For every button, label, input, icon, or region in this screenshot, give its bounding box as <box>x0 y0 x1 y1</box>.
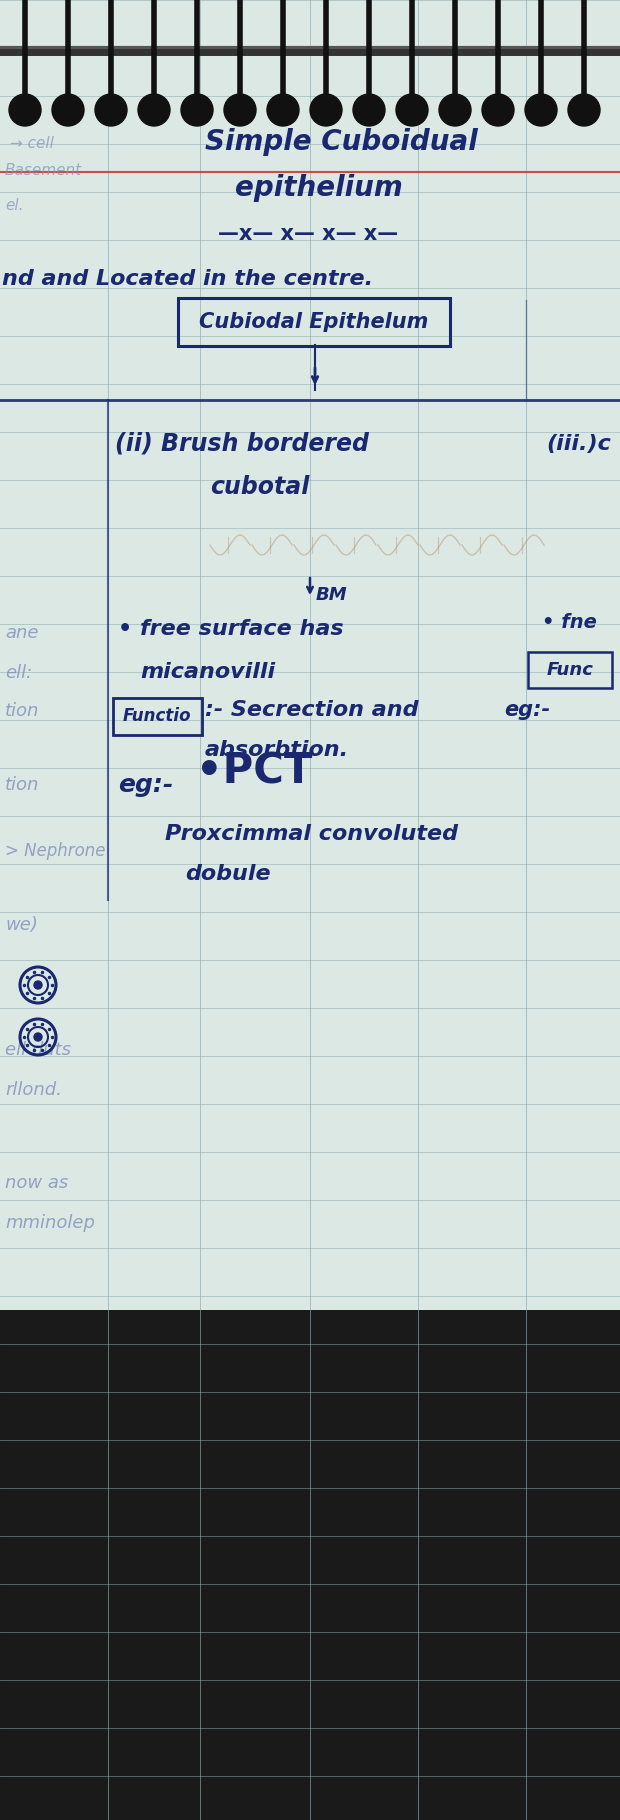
Text: Func: Func <box>547 661 593 679</box>
Circle shape <box>525 95 557 126</box>
Circle shape <box>267 95 299 126</box>
Text: ane: ane <box>5 624 38 642</box>
Text: • fne: • fne <box>542 613 597 632</box>
Circle shape <box>181 95 213 126</box>
Text: :- Secrection and: :- Secrection and <box>205 701 418 721</box>
Text: Simple Cuboidual: Simple Cuboidual <box>205 127 478 157</box>
Text: Functio: Functio <box>123 706 191 724</box>
Circle shape <box>439 95 471 126</box>
Text: el.: el. <box>5 198 24 213</box>
Circle shape <box>482 95 514 126</box>
Text: mminolep: mminolep <box>5 1214 95 1232</box>
Text: •PCT: •PCT <box>196 752 312 794</box>
FancyBboxPatch shape <box>0 1310 620 1820</box>
Text: > Nephrone: > Nephrone <box>5 843 105 861</box>
Text: eg:-: eg:- <box>118 774 173 797</box>
Text: dobule: dobule <box>185 864 270 885</box>
Text: absorbtion.: absorbtion. <box>205 741 349 761</box>
Text: now as: now as <box>5 1174 68 1192</box>
Text: micanovilli: micanovilli <box>140 662 275 682</box>
Text: rllond.: rllond. <box>5 1081 62 1099</box>
Text: eg:-: eg:- <box>504 701 550 721</box>
Circle shape <box>34 1034 42 1041</box>
Circle shape <box>568 95 600 126</box>
Text: cubotal: cubotal <box>210 475 309 499</box>
Text: • free surface has: • free surface has <box>118 619 343 639</box>
Circle shape <box>353 95 385 126</box>
Circle shape <box>396 95 428 126</box>
Text: Proxcimmal convoluted: Proxcimmal convoluted <box>165 824 458 844</box>
Text: Cubiodal Epithelum: Cubiodal Epithelum <box>199 311 428 331</box>
Circle shape <box>138 95 170 126</box>
Circle shape <box>224 95 256 126</box>
Text: BM: BM <box>316 586 348 604</box>
Circle shape <box>95 95 127 126</box>
Text: ell duts: ell duts <box>5 1041 71 1059</box>
Circle shape <box>9 95 41 126</box>
Text: we): we) <box>5 915 38 934</box>
Text: ell:: ell: <box>5 664 32 682</box>
Text: → cell: → cell <box>10 136 54 151</box>
Text: Basement: Basement <box>5 164 82 178</box>
Circle shape <box>34 981 42 988</box>
Circle shape <box>52 95 84 126</box>
Text: (iii.)c: (iii.)c <box>546 433 611 453</box>
Text: epithelium: epithelium <box>235 175 403 202</box>
Text: tion: tion <box>5 775 40 794</box>
Text: nd and Located in the centre.: nd and Located in the centre. <box>2 269 373 289</box>
Circle shape <box>310 95 342 126</box>
Text: —x— x— x— x—: —x— x— x— x— <box>218 224 398 244</box>
Text: tion: tion <box>5 703 40 721</box>
Text: (ii) Brush bordered: (ii) Brush bordered <box>115 431 369 455</box>
